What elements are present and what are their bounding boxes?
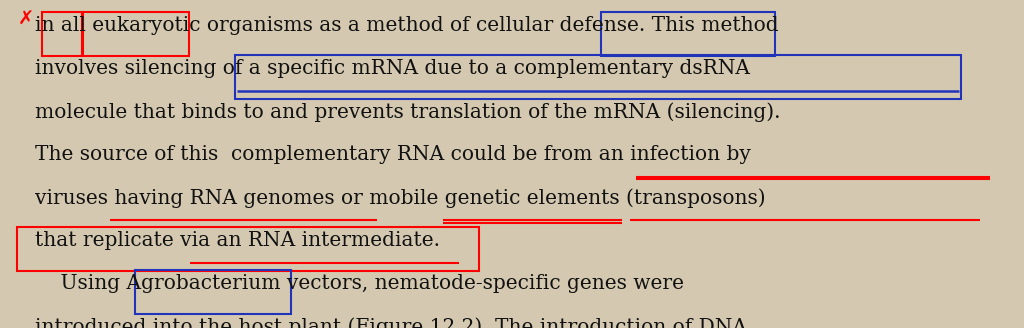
Text: viruses having RNA genomes or mobile genetic elements (transposons): viruses having RNA genomes or mobile gen…	[35, 188, 766, 208]
Text: molecule that binds to and prevents translation of the mRNA (silencing).: molecule that binds to and prevents tran…	[35, 102, 780, 122]
Text: Using Agrobacterium vectors, nematode-specific genes were: Using Agrobacterium vectors, nematode-sp…	[35, 274, 684, 293]
Text: in all eukaryotic organisms as a method of cellular defense. This method: in all eukaryotic organisms as a method …	[35, 16, 778, 35]
Text: involves silencing of a specific mRNA due to a complementary dsRNA: involves silencing of a specific mRNA du…	[35, 59, 750, 78]
Text: The source of this  complementary RNA could be from an infection by: The source of this complementary RNA cou…	[35, 145, 751, 164]
Text: introduced into the host plant (Figure 12.2). The introduction of DNA: introduced into the host plant (Figure 1…	[35, 317, 746, 328]
Text: that replicate via an RNA intermediate.: that replicate via an RNA intermediate.	[35, 231, 440, 250]
Text: ✗: ✗	[18, 10, 35, 29]
